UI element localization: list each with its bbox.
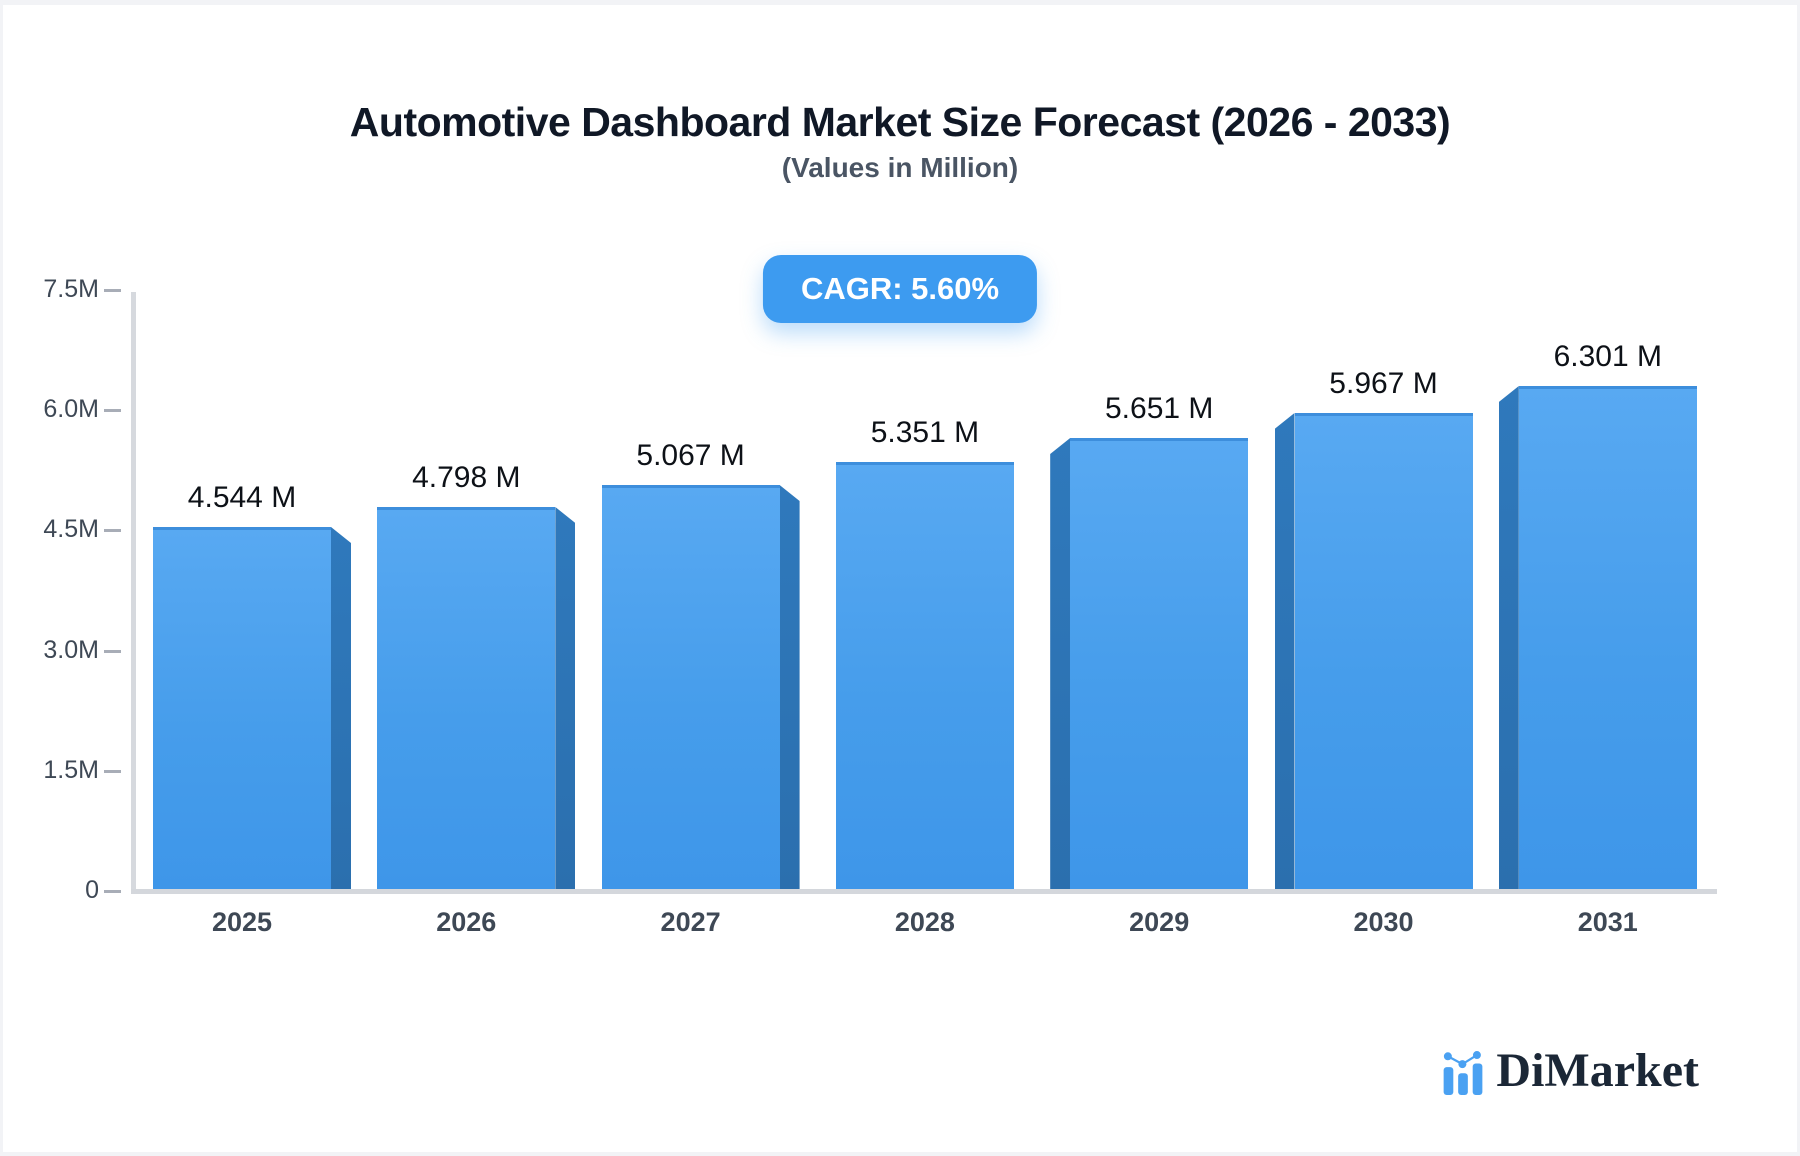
bar (835, 462, 1014, 891)
x-axis-label: 2026 (436, 907, 497, 937)
dimarket-logo: DiMarket (1442, 1047, 1699, 1095)
bar-side-face (1274, 413, 1295, 891)
bar (1518, 386, 1697, 891)
bar-value-label: 5.651 M (1104, 392, 1214, 425)
y-axis-tick-label: 3.0M (43, 635, 99, 664)
bar-side-face (331, 527, 351, 891)
y-axis-line (131, 292, 136, 893)
bar-value-label: 4.798 M (412, 461, 521, 494)
bar-side-face (1050, 438, 1071, 891)
bar-value-label: 5.351 M (870, 416, 980, 449)
y-axis-tick-label: 4.5M (43, 515, 99, 544)
x-axis-label: 2025 (211, 907, 273, 937)
y-axis-tick-dash (104, 890, 121, 893)
x-axis-label: 2027 (660, 907, 721, 937)
bar-side-face (555, 507, 576, 891)
y-axis-tick-dash (104, 409, 121, 413)
x-axis-line (131, 889, 1717, 894)
bar (377, 507, 556, 891)
chart-subtitle: (Values in Million) (781, 152, 1019, 183)
x-axis-label: 2029 (1129, 907, 1190, 937)
bar-side-face (779, 485, 800, 891)
chart-title: Automotive Dashboard Market Size Forecas… (349, 99, 1451, 145)
dimarket-logo-text: DiMarket (1496, 1044, 1699, 1097)
x-axis-label: 2028 (894, 907, 955, 937)
y-axis-tick-label: 0 (85, 876, 99, 904)
y-axis-tick-dash (104, 649, 121, 653)
dimarket-bars-icon (1444, 1051, 1483, 1095)
chart-card: Automotive Dashboard Market Size Forecas… (3, 5, 1797, 1152)
y-axis-tick-dash (104, 289, 121, 292)
bar (1070, 438, 1249, 891)
y-axis-tick-label: 6.0M (43, 395, 99, 424)
x-axis-label: 2031 (1577, 907, 1638, 937)
bar-value-label: 5.967 M (1329, 367, 1438, 400)
y-axis-tick-label: 7.5M (43, 275, 99, 303)
bar-value-label: 6.301 M (1553, 340, 1662, 373)
bar (1294, 413, 1473, 891)
bar-value-label: 5.067 M (636, 439, 745, 472)
bar (153, 527, 331, 891)
bar-side-face (1498, 386, 1519, 891)
y-axis-tick-dash (104, 769, 121, 773)
x-axis-label: 2030 (1353, 907, 1414, 937)
bar (601, 485, 780, 891)
cagr-badge: CAGR: 5.60% (762, 255, 1038, 323)
y-axis-tick-label: 1.5M (43, 755, 99, 784)
bar-value-label: 4.544 M (187, 481, 297, 514)
y-axis-tick-dash (104, 529, 121, 533)
